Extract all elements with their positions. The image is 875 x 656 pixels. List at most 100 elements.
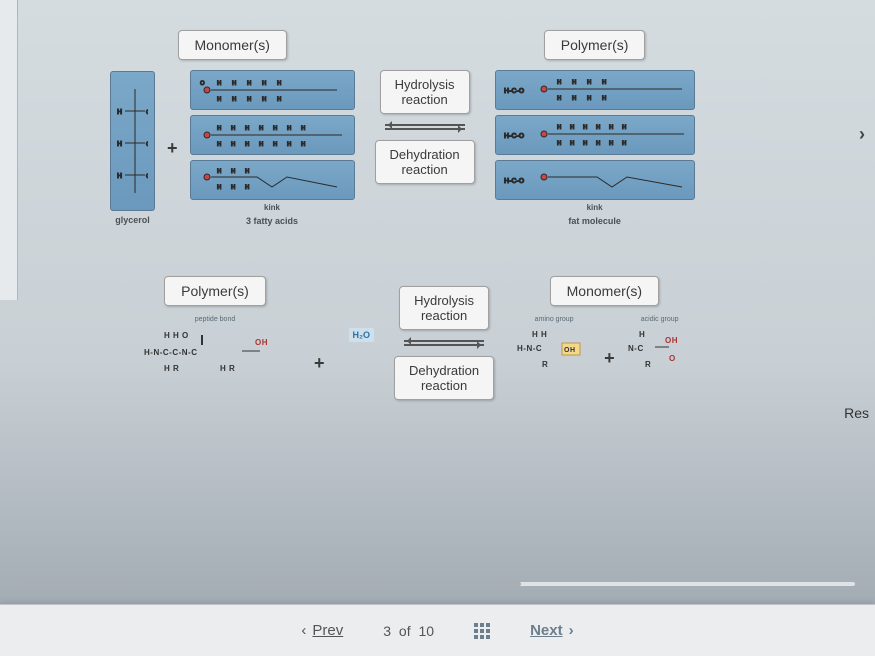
svg-text:H: H [247, 81, 251, 87]
svg-text:H: H [587, 96, 591, 102]
horizontal-scrollbar[interactable] [20, 582, 855, 586]
svg-text:H: H [217, 169, 221, 175]
arrow-right-icon [385, 128, 465, 130]
next-button[interactable]: Next › [530, 622, 574, 639]
svg-text:H: H [273, 126, 277, 132]
grid-view-icon[interactable] [474, 623, 490, 639]
svg-text:H: H [557, 96, 561, 102]
diagram-area: › Monomer(s) HOH HOH HOH [0, 0, 875, 656]
svg-text:H: H [301, 126, 305, 132]
fa2-svg: HHHHHHH HHHHHHH [197, 120, 347, 150]
svg-text:H: H [117, 141, 122, 148]
fatty-acids-block: O HHHHH HHHHH [190, 70, 355, 226]
svg-text:H H: H H [532, 330, 547, 339]
dipeptide-structure: H-N-C-C-N-C H H O H R OH H R [140, 323, 290, 378]
row-protein: Polymer(s) peptide bond H-N-C-C-N-C H H … [30, 276, 845, 400]
svg-text:H: H [622, 125, 626, 131]
glycerol-caption: glycerol [115, 215, 150, 225]
svg-text:H: H [639, 330, 645, 339]
svg-text:H: H [232, 97, 236, 103]
peptide-bond-annot: peptide bond [195, 316, 235, 323]
monomers-label-2[interactable]: Monomer(s) [550, 276, 659, 306]
svg-text:H: H [602, 80, 606, 86]
polymers-label[interactable]: Polymer(s) [544, 30, 646, 60]
svg-text:H: H [572, 96, 576, 102]
svg-text:H R: H R [164, 364, 179, 373]
svg-text:H: H [596, 141, 600, 147]
kink-caption-2: kink [587, 203, 603, 212]
svg-text:H: H [245, 185, 249, 191]
reactions-column-2: Hydrolysis reaction Dehydration reaction [394, 286, 494, 400]
chevron-right-icon: › [569, 622, 574, 639]
svg-text:H-N-C-C-N-C: H-N-C-C-N-C [144, 348, 197, 357]
svg-text:OH: OH [564, 347, 576, 354]
svg-text:H: H [602, 96, 606, 102]
fatty-acids-caption: 3 fatty acids [246, 216, 298, 226]
plus-sign-3: + [604, 348, 615, 369]
scroll-right-caret[interactable]: › [859, 120, 865, 146]
polymer-peptide-column: Polymer(s) peptide bond H-N-C-C-N-C H H … [140, 276, 290, 378]
fat-molecule-block: H-C-OHHHHHHHH H-C-OHHHHHHHHHHHH H-C-O ki… [495, 70, 695, 226]
chevron-left-icon: ‹ [301, 622, 306, 639]
svg-text:H: H [609, 141, 613, 147]
arrow-right-icon [404, 344, 484, 346]
plus-sign-2: + [314, 353, 325, 374]
fat-molecule-caption: fat molecule [568, 216, 621, 226]
kink-caption: kink [264, 203, 280, 212]
fa1-svg: O HHHHH HHHHH [197, 75, 347, 105]
reactions-column-1: Hydrolysis reaction Dehydration reaction [375, 70, 475, 184]
dehydration-label[interactable]: Dehydration reaction [375, 140, 475, 184]
svg-text:OH: OH [146, 142, 148, 148]
svg-text:H: H [596, 125, 600, 131]
svg-text:H-N-C: H-N-C [517, 344, 542, 353]
svg-text:H: H [570, 125, 574, 131]
svg-text:H: H [231, 126, 235, 132]
svg-text:H: H [609, 125, 613, 131]
svg-text:H: H [583, 141, 587, 147]
dehydration-label-2[interactable]: Dehydration reaction [394, 356, 494, 400]
fatty-acid-1: O HHHHH HHHHH [190, 70, 355, 110]
svg-text:O: O [669, 354, 676, 363]
glycerol-block: HOH HOH HOH glycerol [110, 71, 155, 225]
fa3-svg: HHH HHH [197, 165, 347, 195]
monomers-column: Monomer(s) HOH HOH HOH glycerol [110, 30, 355, 226]
svg-text:H: H [557, 80, 561, 86]
arrow-left-icon [385, 124, 465, 126]
svg-text:H: H [217, 185, 221, 191]
svg-text:H: H [622, 141, 626, 147]
svg-text:H: H [247, 97, 251, 103]
svg-text:H: H [245, 126, 249, 132]
prev-button[interactable]: ‹ Prev [301, 622, 343, 639]
svg-text:R: R [645, 360, 651, 369]
hydrolysis-label-2[interactable]: Hydrolysis reaction [399, 286, 489, 330]
equilibrium-arrows-2 [404, 340, 484, 346]
svg-text:H: H [231, 185, 235, 191]
arrow-left-icon [404, 340, 484, 342]
svg-text:OH: OH [146, 110, 148, 116]
hydrolysis-label[interactable]: Hydrolysis reaction [380, 70, 470, 114]
polymers-label-2[interactable]: Polymer(s) [164, 276, 266, 306]
svg-text:R: R [542, 360, 548, 369]
fat-chain-2: H-C-OHHHHHHHHHHHH [495, 115, 695, 155]
monomers-label[interactable]: Monomer(s) [178, 30, 287, 60]
svg-text:N-C: N-C [628, 344, 644, 353]
amino-group-annot: amino group [535, 316, 574, 323]
svg-text:H: H [287, 142, 291, 148]
svg-text:H: H [117, 173, 122, 180]
polymers-column: Polymer(s) H-C-OHHHHHHHH H-C-OHHHHHHHHHH… [495, 30, 695, 226]
row-lipids: Monomer(s) HOH HOH HOH glycerol [30, 30, 845, 226]
fat-chain-1: H-C-OHHHHHHHH [495, 70, 695, 110]
svg-text:H: H [587, 80, 591, 86]
svg-text:H-C-O: H-C-O [504, 178, 525, 185]
svg-text:H: H [570, 141, 574, 147]
svg-text:H: H [117, 109, 122, 116]
svg-text:H: H [217, 97, 221, 103]
svg-text:H: H [231, 169, 235, 175]
svg-text:H: H [273, 142, 277, 148]
monomer-amino-column: Monomer(s) amino group H-N-CH HOHR + aci… [514, 276, 695, 373]
acidic-group-annot: acidic group [641, 316, 679, 323]
amino-acid-1: H-N-C H H OH R [514, 323, 594, 373]
svg-text:H-C-O: H-C-O [504, 88, 525, 95]
fatty-acid-3: HHH HHH [190, 160, 355, 200]
svg-text:H-C-O: H-C-O [504, 133, 525, 140]
